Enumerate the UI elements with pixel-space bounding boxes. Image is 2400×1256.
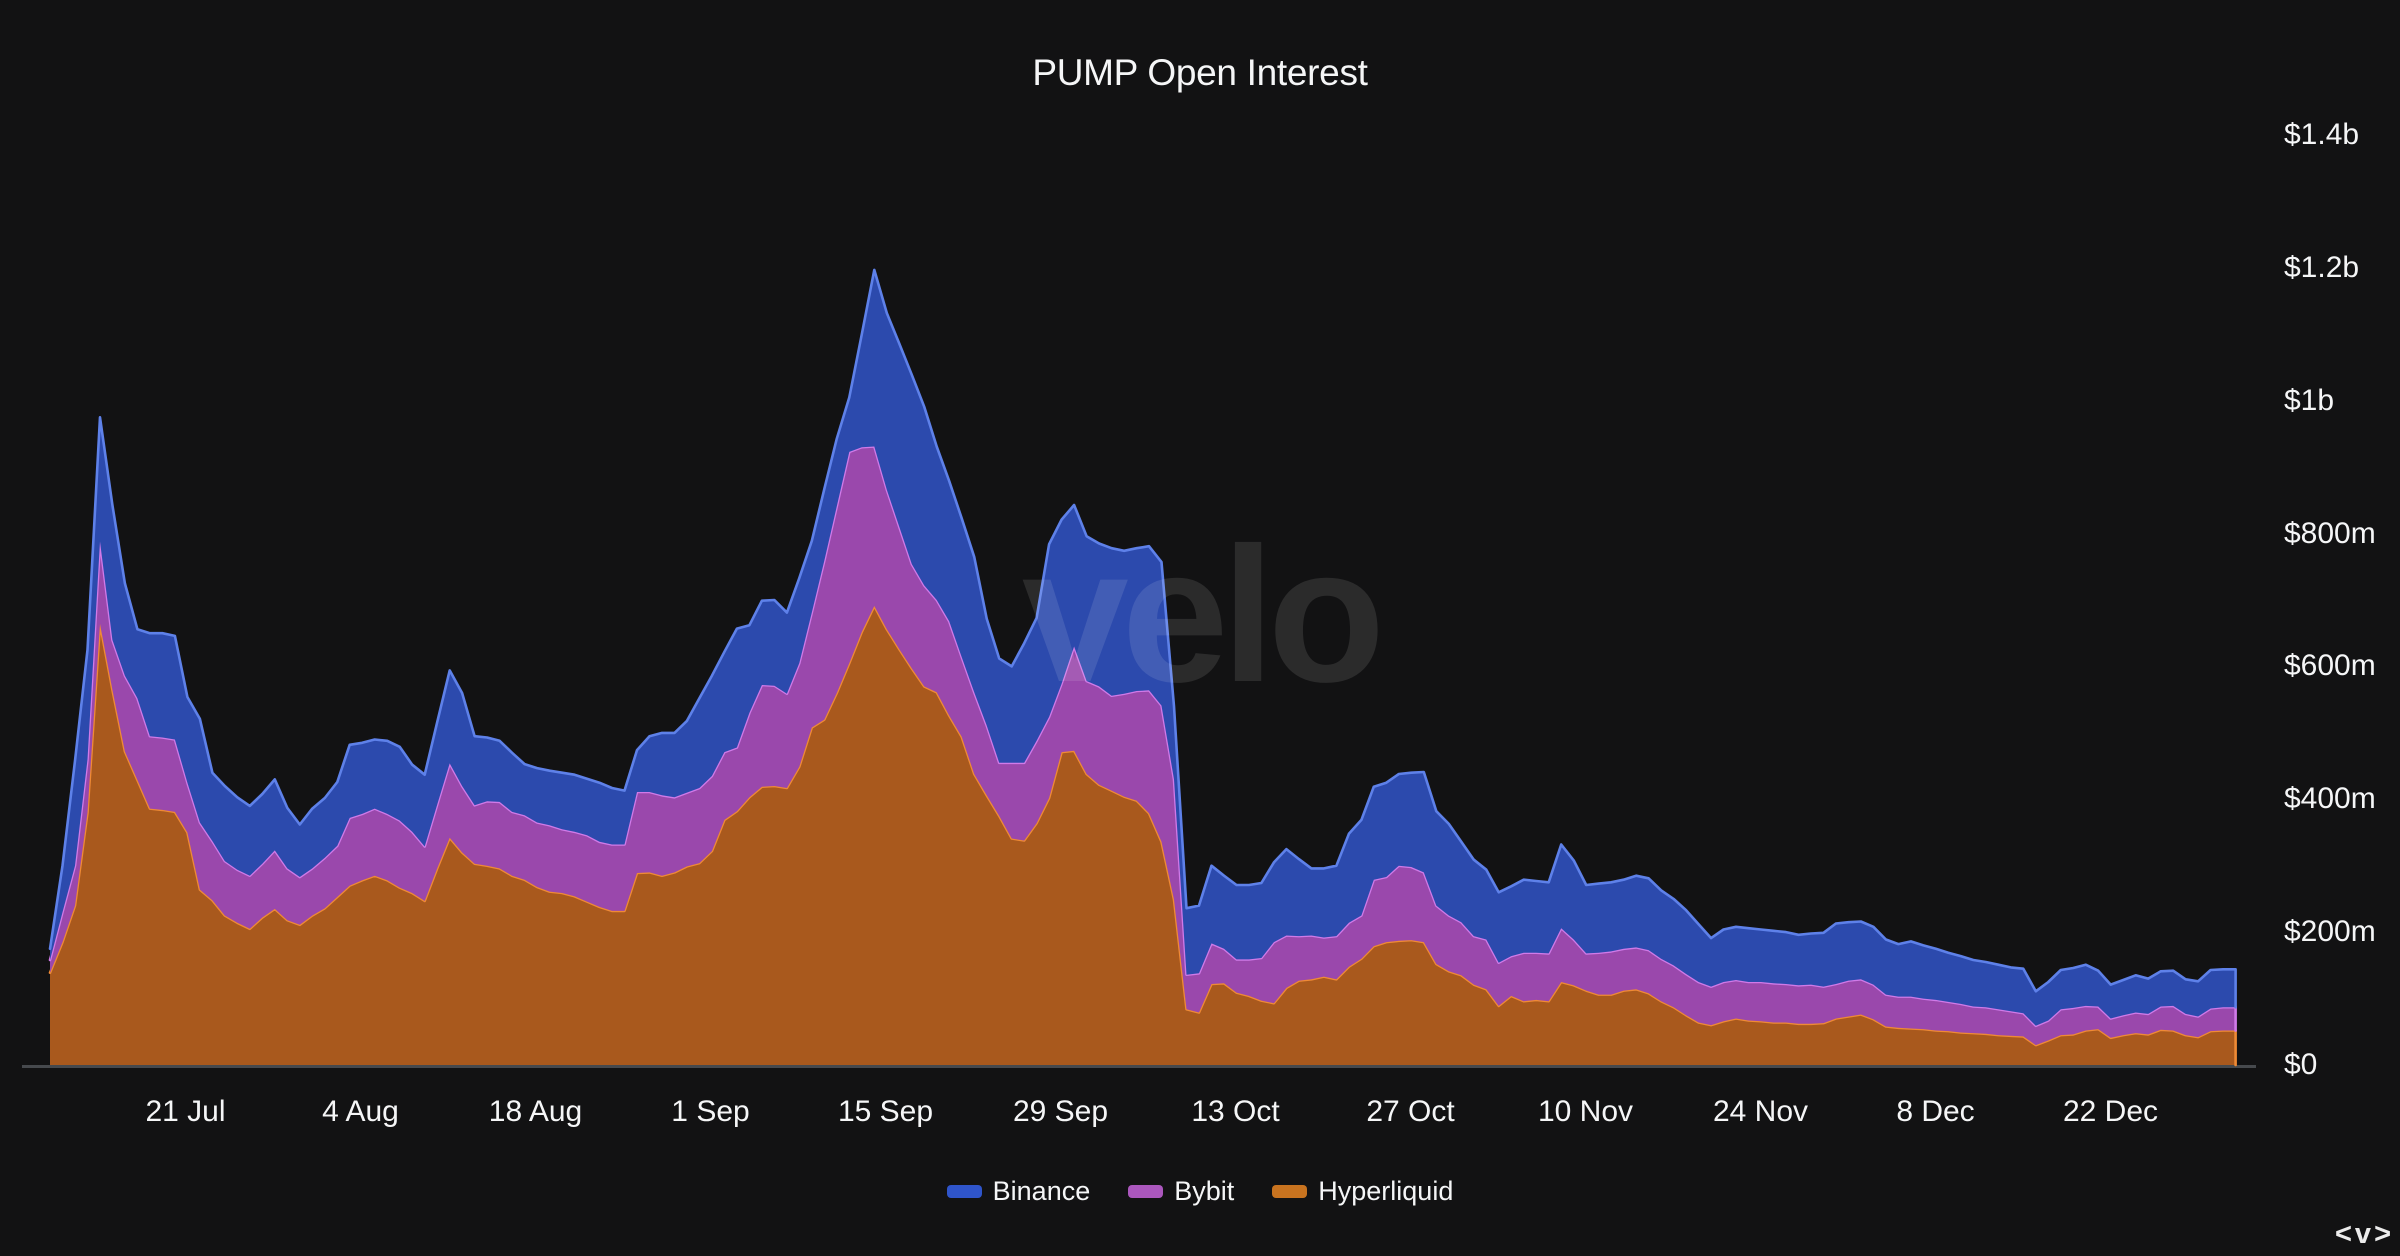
x-tick-18-aug: 18 Aug bbox=[488, 1095, 583, 1128]
legend-label: Bybit bbox=[1174, 1176, 1235, 1206]
y-tick-400m: $400m bbox=[2284, 782, 2376, 816]
bybit-area[interactable] bbox=[50, 446, 2236, 1046]
x-tick-8-dec: 8 Dec bbox=[1896, 1095, 1975, 1128]
x-tick-13-oct: 13 Oct bbox=[1191, 1095, 1280, 1128]
chart-title: PUMP Open Interest bbox=[1032, 52, 1368, 93]
legend-item-binance[interactable]: Binance bbox=[946, 1176, 1091, 1207]
x-tick-29-sep: 29 Sep bbox=[1012, 1095, 1109, 1128]
y-tick-0: $0 bbox=[2284, 1048, 2318, 1081]
bybit-swatch-icon bbox=[1128, 1185, 1164, 1198]
binance-swatch-icon bbox=[946, 1185, 982, 1198]
x-tick-27-oct: 27 Oct bbox=[1366, 1095, 1455, 1128]
binance-line[interactable] bbox=[48, 268, 2237, 1009]
x-tick-22-dec: 22 Dec bbox=[2062, 1095, 2159, 1128]
hyperliquid-area[interactable] bbox=[50, 606, 2236, 1065]
x-tick-15-sep: 15 Sep bbox=[837, 1095, 934, 1128]
x-tick-4-aug: 4 Aug bbox=[322, 1095, 399, 1128]
y-tick-1b: $1b bbox=[2284, 383, 2335, 417]
legend-item-bybit[interactable]: Bybit bbox=[1128, 1176, 1234, 1207]
legend-label: Binance bbox=[992, 1176, 1091, 1206]
legend-label: Hyperliquid bbox=[1318, 1176, 1454, 1206]
y-tick-800m: $800m bbox=[2284, 516, 2376, 550]
x-tick-24-nov: 24 Nov bbox=[1712, 1095, 1809, 1128]
x-tick-10-nov: 10 Nov bbox=[1537, 1095, 1634, 1128]
velo-logo: <v> bbox=[2335, 1218, 2394, 1250]
legend-item-hyperliquid[interactable]: Hyperliquid bbox=[1272, 1176, 1453, 1207]
x-tick-1-sep: 1 Sep bbox=[671, 1095, 750, 1128]
y-tick-1.2b: $1.2b bbox=[2284, 250, 2360, 284]
x-tick-21-jul: 21 Jul bbox=[145, 1095, 226, 1128]
hyperliquid-swatch-icon bbox=[1272, 1185, 1308, 1198]
binance-area[interactable] bbox=[50, 269, 2236, 1026]
chart-legend: Binance Bybit Hyperliquid bbox=[0, 1176, 2400, 1207]
y-tick-200m: $200m bbox=[2284, 915, 2376, 949]
y-tick-1.4b: $1.4b bbox=[2284, 118, 2360, 151]
y-tick-600m: $600m bbox=[2284, 649, 2376, 683]
